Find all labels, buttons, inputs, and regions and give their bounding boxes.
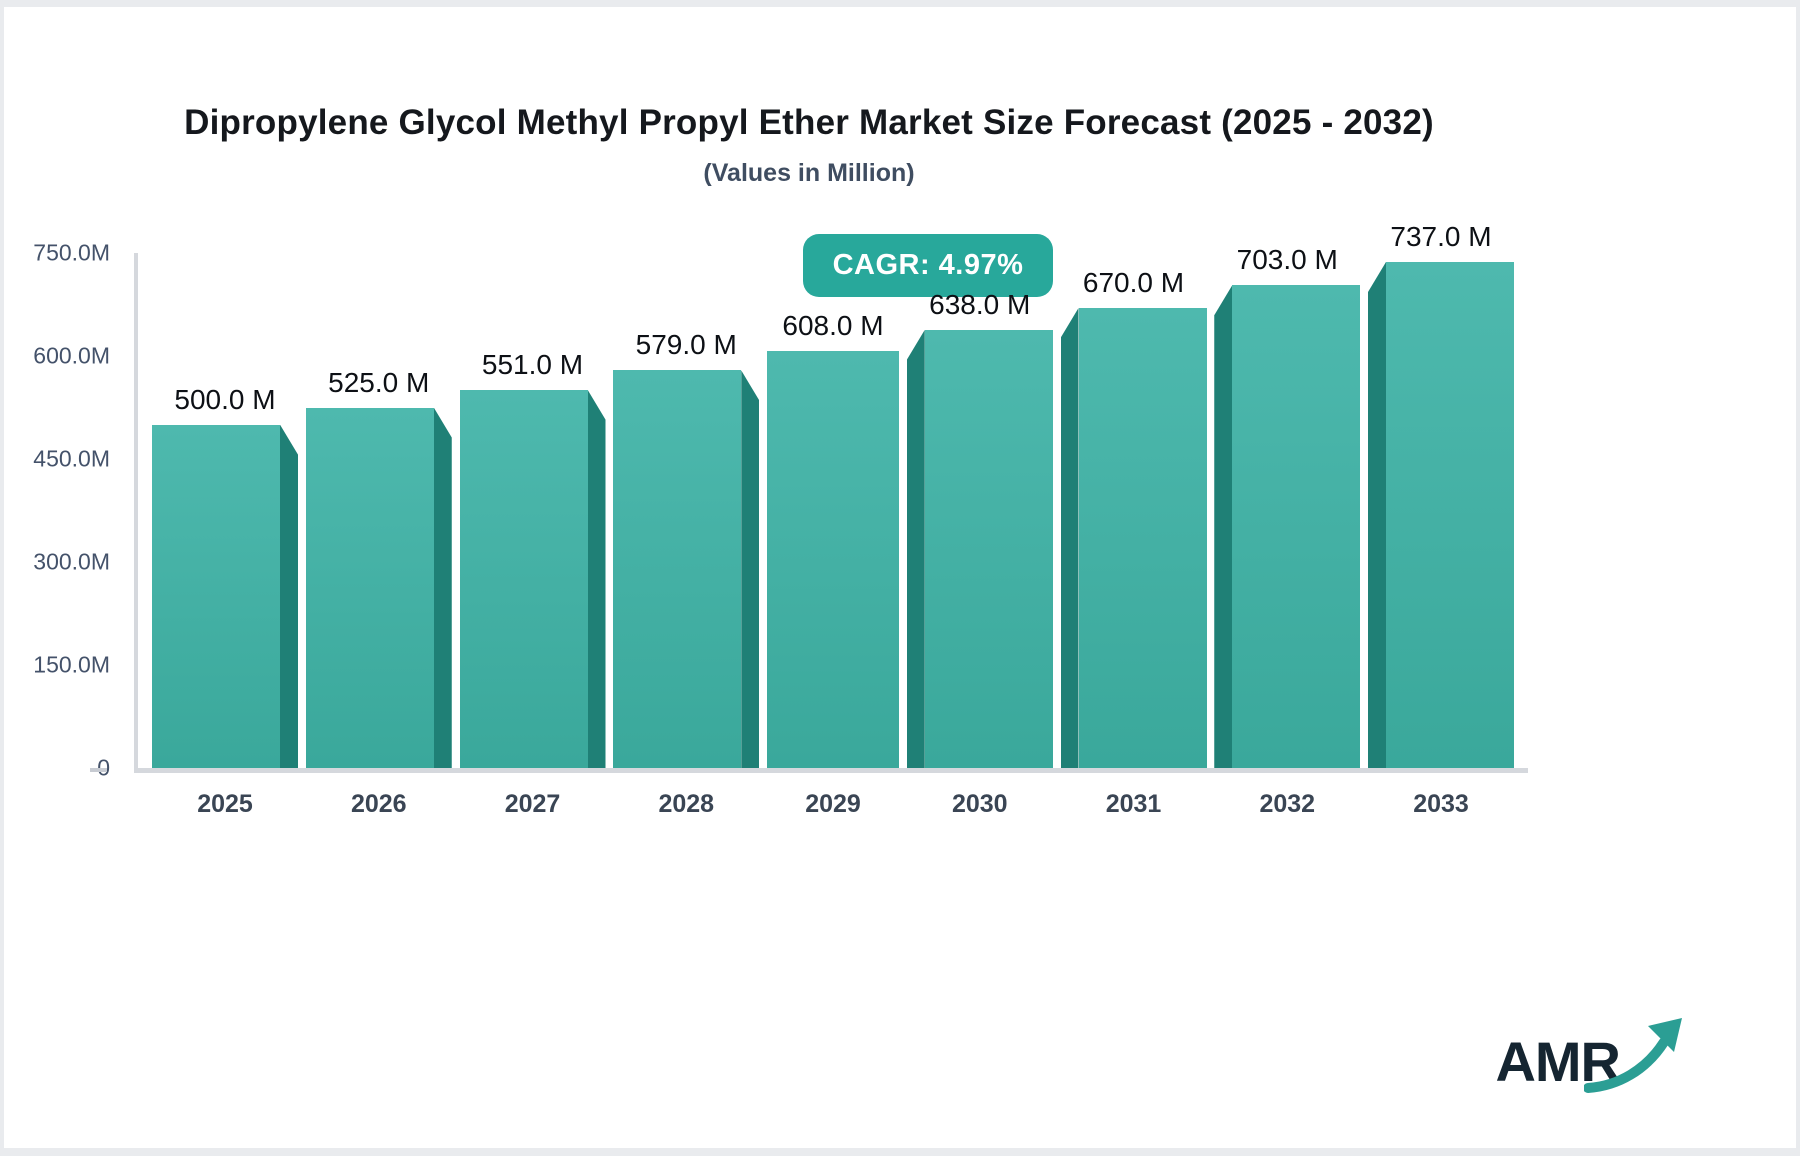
x-tick-label: 2025 — [197, 790, 253, 818]
chart-header: Dipropylene Glycol Methyl Propyl Ether M… — [4, 7, 1614, 297]
x-tick-label: 2031 — [1105, 790, 1162, 818]
bar-2030: 638.0 M — [906, 289, 1053, 768]
bar-value-label: 737.0 M — [1390, 220, 1492, 252]
growth-arrow-icon — [1584, 1018, 1682, 1093]
bar-face — [1232, 285, 1361, 768]
y-tick-label: 300.0M — [33, 548, 110, 575]
bar-2026: 525.0 M — [305, 367, 452, 768]
y-tick-label: 150.0M — [33, 651, 110, 678]
bar-face — [305, 407, 434, 768]
bar-value-label: 525.0 M — [328, 366, 430, 398]
chart-subtitle: (Values in Million) — [703, 159, 915, 187]
y-tick-label: 0 — [97, 755, 110, 782]
bar-side-panel — [1368, 261, 1386, 768]
bar-face — [613, 370, 742, 768]
bar-value-label: 500.0 M — [174, 383, 276, 415]
bar-face — [459, 389, 588, 768]
bars-container: 500.0 M 2025 525.0 M 2026 551.0 M 2027 579.0 M… — [138, 221, 1528, 818]
bar-chart: 750.0M 600.0M 450.0M 300.0M 150.0M 0 500.0 M 2… — [33, 221, 1528, 818]
x-tick-label: 2029 — [805, 790, 861, 818]
bar-value-label: 551.0 M — [481, 348, 584, 380]
bar-slot: 703.0 M 2032 — [1214, 244, 1361, 818]
bar-side-panel — [1060, 307, 1079, 768]
bar-face — [152, 424, 280, 768]
bar-value-label: 608.0 M — [782, 309, 884, 341]
bar-slot: 670.0 M 2031 — [1060, 253, 1207, 818]
bar-value-label: 579.0 M — [635, 329, 737, 361]
bar-value-label: 670.0 M — [1082, 266, 1185, 298]
x-tick-label: 2026 — [350, 790, 407, 818]
x-tick-label: 2027 — [504, 790, 561, 818]
bar-2028: 579.0 M — [613, 329, 760, 768]
bar-face — [767, 350, 899, 768]
bar-value-label: 703.0 M — [1236, 244, 1338, 276]
bar-side-panel — [906, 329, 925, 768]
bar-slot: 579.0 M 2028 — [613, 253, 760, 818]
y-tick-label: 600.0M — [33, 342, 110, 369]
bar-slot: 608.0 M 2029 — [767, 253, 899, 818]
zero-tick — [90, 768, 107, 772]
bar-side-panel — [433, 407, 452, 768]
y-tick-label: 750.0M — [33, 239, 110, 266]
bar-side-panel — [741, 370, 760, 768]
bar-slot: 500.0 M 2025 — [152, 253, 298, 818]
bar-2033: 737.0 M — [1368, 221, 1514, 768]
bar-side-panel — [280, 424, 298, 768]
chart-title: Dipropylene Glycol Methyl Propyl Ether M… — [184, 103, 1434, 142]
bar-2025: 500.0 M — [152, 384, 298, 768]
chart-card: Dipropylene Glycol Methyl Propyl Ether M… — [4, 7, 1796, 1148]
bar-slot: 737.0 M 2033 — [1368, 221, 1514, 818]
bar-2031: 670.0 M — [1060, 267, 1207, 768]
x-tick-label: 2028 — [658, 790, 715, 818]
x-tick-label: 2030 — [951, 790, 1008, 818]
x-tick-label: 2033 — [1413, 790, 1469, 818]
bar-2027: 551.0 M — [459, 349, 606, 768]
bar-side-panel — [587, 389, 606, 768]
bar-side-panel — [1214, 285, 1233, 768]
bar-face — [1386, 261, 1514, 768]
bar-2032: 703.0 M — [1214, 244, 1361, 768]
bar-value-label: 638.0 M — [929, 288, 1031, 320]
cagr-badge: CAGR: 4.97% — [802, 234, 1054, 297]
bar-2029: 608.0 M — [767, 310, 899, 768]
bar-slot: 638.0 M 2030 — [906, 253, 1053, 818]
y-tick-label: 450.0M — [33, 445, 110, 472]
x-tick-label: 2032 — [1259, 790, 1316, 818]
amr-logo: AMR — [1495, 1018, 1688, 1096]
bar-face — [1078, 307, 1207, 768]
bar-slot: 551.0 M 2027 — [459, 253, 606, 818]
bar-face — [924, 329, 1053, 768]
bar-slot: 525.0 M 2026 — [305, 253, 452, 818]
